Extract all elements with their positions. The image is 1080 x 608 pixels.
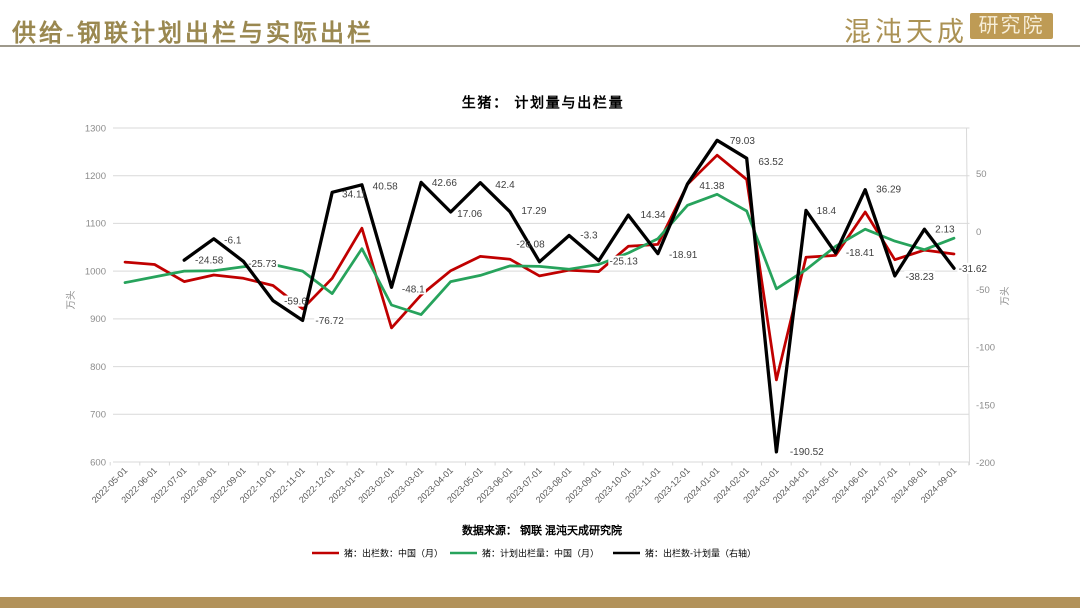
svg-text:-6.1: -6.1 bbox=[224, 235, 242, 246]
svg-text:-59.6: -59.6 bbox=[284, 297, 307, 308]
svg-text:41.38: 41.38 bbox=[699, 181, 724, 192]
svg-text:-76.72: -76.72 bbox=[315, 316, 344, 327]
svg-text:40.58: 40.58 bbox=[373, 182, 398, 193]
svg-text:-31.62: -31.62 bbox=[959, 264, 988, 275]
svg-text:900: 900 bbox=[90, 314, 106, 325]
svg-text:-24.58: -24.58 bbox=[195, 256, 224, 267]
svg-text:1100: 1100 bbox=[86, 219, 106, 230]
svg-text:猪：出栏数：中国（月）: 猪：出栏数：中国（月） bbox=[344, 548, 443, 559]
svg-text:-25.73: -25.73 bbox=[248, 259, 277, 270]
svg-text:-100: -100 bbox=[976, 343, 995, 354]
svg-text:生猪： 计划量与出栏量: 生猪： 计划量与出栏量 bbox=[462, 95, 625, 111]
svg-text:-150: -150 bbox=[976, 400, 995, 411]
svg-text:-3.3: -3.3 bbox=[580, 231, 598, 242]
svg-text:17.29: 17.29 bbox=[521, 206, 546, 217]
svg-text:万头: 万头 bbox=[65, 290, 77, 309]
svg-text:-190.52: -190.52 bbox=[790, 447, 824, 458]
svg-text:50: 50 bbox=[976, 169, 987, 180]
svg-text:-26.08: -26.08 bbox=[516, 239, 545, 250]
svg-text:1300: 1300 bbox=[85, 123, 106, 134]
svg-text:79.03: 79.03 bbox=[730, 136, 755, 147]
svg-text:600: 600 bbox=[90, 457, 106, 468]
svg-text:1000: 1000 bbox=[85, 266, 106, 277]
svg-text:18.4: 18.4 bbox=[817, 206, 837, 217]
svg-text:-18.41: -18.41 bbox=[846, 248, 875, 259]
svg-text:-200: -200 bbox=[976, 458, 995, 469]
svg-text:-38.23: -38.23 bbox=[906, 272, 935, 283]
svg-text:数据来源： 钢联 混沌天成研究院: 数据来源： 钢联 混沌天成研究院 bbox=[462, 523, 622, 537]
svg-text:17.06: 17.06 bbox=[457, 209, 482, 220]
svg-text:700: 700 bbox=[90, 410, 106, 421]
svg-text:14.34: 14.34 bbox=[640, 210, 665, 221]
svg-text:猪：出栏数-计划量（右轴）: 猪：出栏数-计划量（右轴） bbox=[645, 548, 756, 559]
svg-text:800: 800 bbox=[90, 362, 106, 373]
svg-text:-48.1: -48.1 bbox=[402, 284, 425, 295]
svg-text:2.13: 2.13 bbox=[935, 225, 955, 236]
svg-text:36.29: 36.29 bbox=[876, 185, 901, 196]
svg-text:猪：计划出栏量：中国（月）: 猪：计划出栏量：中国（月） bbox=[482, 548, 599, 559]
svg-text:-25.13: -25.13 bbox=[610, 257, 639, 268]
svg-text:-18.91: -18.91 bbox=[669, 250, 698, 261]
svg-text:-50: -50 bbox=[976, 285, 990, 296]
svg-text:42.66: 42.66 bbox=[432, 178, 457, 189]
svg-text:42.4: 42.4 bbox=[495, 180, 515, 191]
svg-text:1200: 1200 bbox=[85, 171, 106, 182]
svg-text:万头: 万头 bbox=[999, 286, 1011, 305]
svg-text:34.11: 34.11 bbox=[342, 190, 367, 201]
svg-text:63.52: 63.52 bbox=[758, 157, 783, 168]
svg-text:0: 0 bbox=[976, 227, 981, 238]
